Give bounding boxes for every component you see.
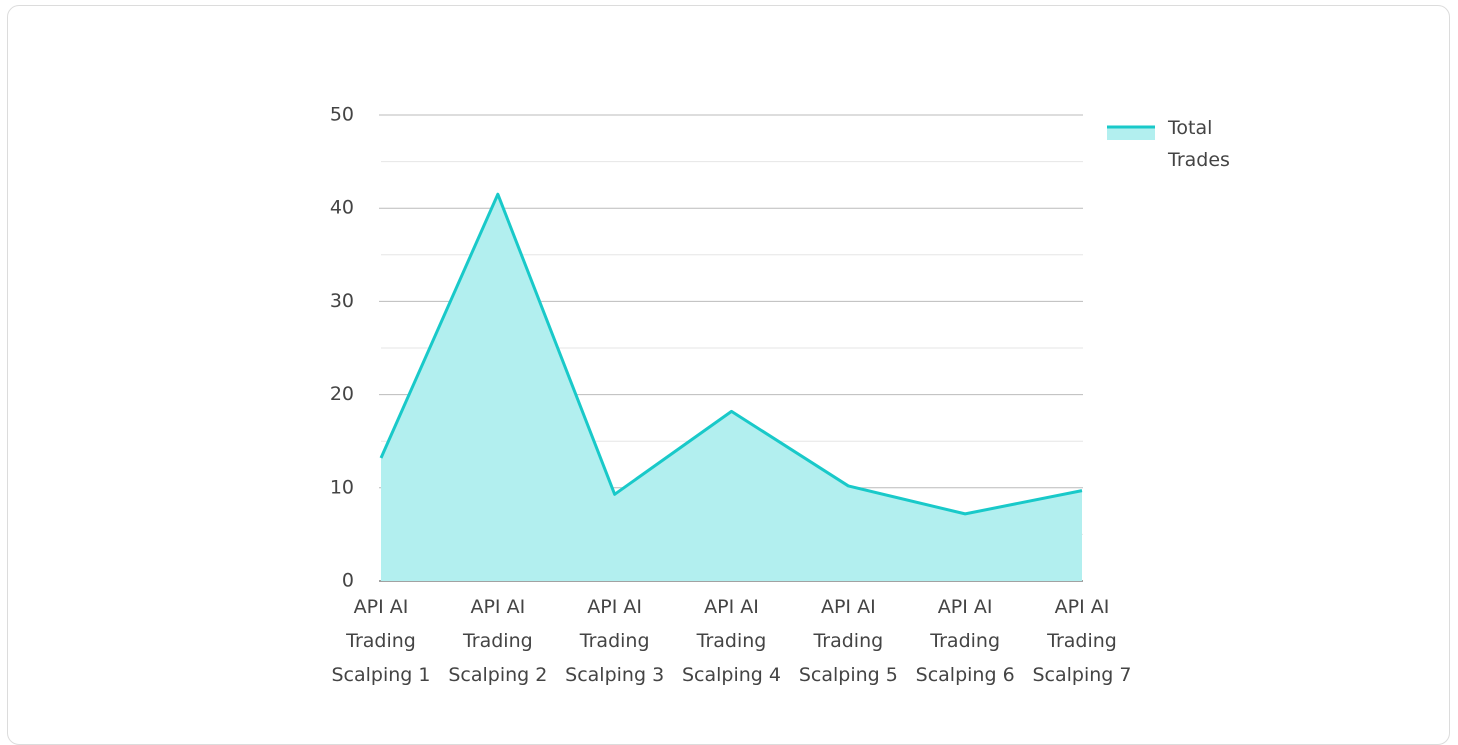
x-tick-label: API AI Trading Scalping 5 — [798, 596, 898, 686]
legend-swatch-fill — [1107, 126, 1155, 140]
x-tick-label: API AI Trading Scalping 7 — [1032, 596, 1132, 686]
area-fill — [381, 194, 1082, 581]
y-tick-label: 10 — [330, 476, 354, 498]
x-tick-label: API AI Trading Scalping 1 — [331, 596, 431, 686]
chart: 0 10 20 30 40 50 — [330, 104, 1155, 592]
y-tick-label: 20 — [330, 383, 354, 405]
x-tick-label: API AI Trading Scalping 6 — [915, 596, 1015, 686]
x-tick-label: API AI Trading Scalping 3 — [565, 596, 665, 686]
x-tick-label: API AI Trading Scalping 2 — [448, 596, 548, 686]
legend-label: Total Trades — [1168, 117, 1230, 171]
area-line — [379, 192, 1083, 516]
y-tick-label: 40 — [330, 197, 354, 219]
x-tick-label: API AI Trading Scalping 4 — [682, 596, 781, 686]
y-tick-label: 50 — [330, 104, 354, 126]
y-tick-label: 30 — [330, 290, 354, 312]
y-tick-label: 0 — [342, 570, 354, 592]
page: {"chart_data": {"type": "area", "categor… — [7, 5, 1450, 745]
